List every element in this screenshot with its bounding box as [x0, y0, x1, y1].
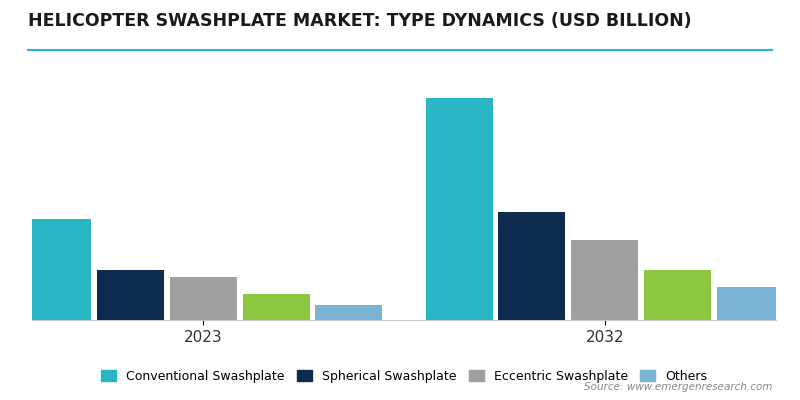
- Bar: [644, 270, 711, 320]
- Bar: [571, 240, 638, 320]
- Bar: [170, 277, 237, 320]
- Bar: [426, 98, 493, 320]
- Bar: [97, 270, 164, 320]
- Bar: [315, 305, 382, 320]
- Text: HELICOPTER SWASHPLATE MARKET: TYPE DYNAMICS (USD BILLION): HELICOPTER SWASHPLATE MARKET: TYPE DYNAM…: [28, 12, 692, 30]
- Text: Source: www.emergenresearch.com: Source: www.emergenresearch.com: [583, 382, 772, 392]
- Bar: [24, 219, 90, 320]
- Bar: [242, 294, 310, 320]
- Legend: Conventional Swashplate, Spherical Swashplate, Eccentric Swashplate, Others: Conventional Swashplate, Spherical Swash…: [96, 365, 712, 388]
- Bar: [498, 212, 566, 320]
- Bar: [718, 287, 784, 320]
